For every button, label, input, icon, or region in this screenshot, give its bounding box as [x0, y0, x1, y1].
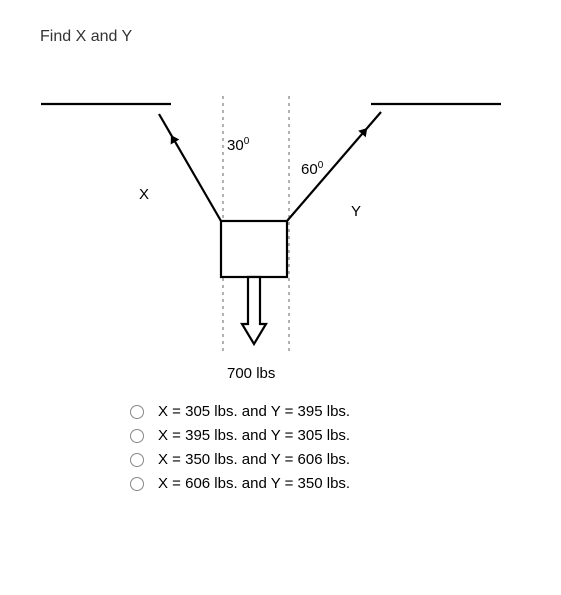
svg-text:300: 300 — [227, 136, 250, 154]
svg-text:600: 600 — [301, 160, 324, 178]
option-row[interactable]: X = 606 lbs. and Y = 350 lbs. — [130, 475, 521, 492]
svg-text:X: X — [139, 186, 149, 203]
radio-icon[interactable] — [130, 477, 144, 491]
option-row[interactable]: X = 305 lbs. and Y = 395 lbs. — [130, 403, 521, 420]
svg-text:Y: Y — [351, 203, 361, 220]
option-text: X = 395 lbs. and Y = 305 lbs. — [158, 427, 350, 444]
radio-icon[interactable] — [130, 429, 144, 443]
option-row[interactable]: X = 350 lbs. and Y = 606 lbs. — [130, 451, 521, 468]
option-text: X = 606 lbs. and Y = 350 lbs. — [158, 475, 350, 492]
option-text: X = 305 lbs. and Y = 395 lbs. — [158, 403, 350, 420]
radio-icon[interactable] — [130, 453, 144, 467]
option-row[interactable]: X = 395 lbs. and Y = 305 lbs. — [130, 427, 521, 444]
answer-options: X = 305 lbs. and Y = 395 lbs. X = 395 lb… — [40, 403, 521, 492]
radio-icon[interactable] — [130, 405, 144, 419]
question-title: Find X and Y — [40, 28, 521, 46]
option-text: X = 350 lbs. and Y = 606 lbs. — [158, 451, 350, 468]
svg-text:700 lbs: 700 lbs — [227, 365, 275, 382]
force-diagram: 300 600 X Y 700 lbs — [41, 66, 521, 396]
